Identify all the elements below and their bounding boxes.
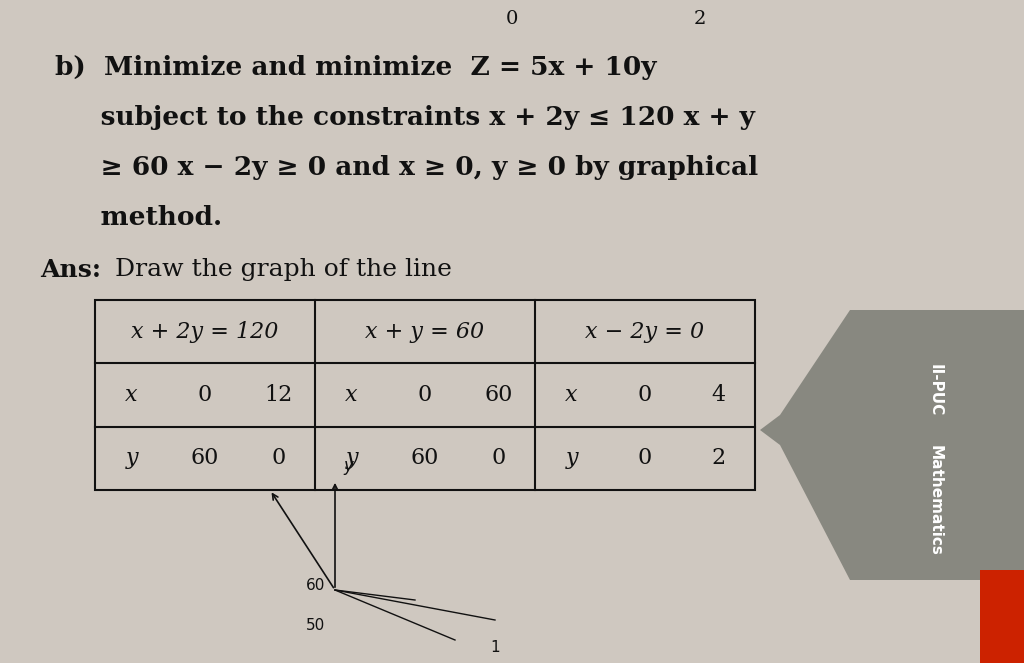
Text: 0: 0: [271, 448, 286, 469]
Text: y: y: [343, 457, 353, 475]
Text: 0: 0: [418, 384, 432, 406]
Text: 60: 60: [411, 448, 439, 469]
Text: 12: 12: [264, 384, 293, 406]
Bar: [980, 570, 1024, 663]
Text: y: y: [125, 448, 138, 469]
Text: 1: 1: [490, 640, 500, 655]
Text: Draw the graph of the line: Draw the graph of the line: [115, 258, 452, 281]
Bar: [95, 300, 755, 490]
Text: 60: 60: [190, 448, 219, 469]
Text: Mathematics: Mathematics: [928, 445, 942, 556]
Text: subject to the constraints x + 2y ≤ 120 x + y: subject to the constraints x + 2y ≤ 120 …: [55, 105, 755, 130]
Text: 0: 0: [638, 448, 652, 469]
Text: 60: 60: [305, 577, 325, 593]
Text: 60: 60: [484, 384, 513, 406]
Text: y: y: [565, 448, 578, 469]
Text: ≥ 60 x − 2y ≥ 0 and x ≥ 0, y ≥ 0 by graphical: ≥ 60 x − 2y ≥ 0 and x ≥ 0, y ≥ 0 by grap…: [55, 155, 758, 180]
Text: II-PUC: II-PUC: [928, 364, 942, 416]
Text: 0: 0: [506, 10, 518, 28]
Text: y: y: [345, 448, 358, 469]
Text: Ans:: Ans:: [40, 258, 110, 282]
Text: 2: 2: [712, 448, 725, 469]
Text: x − 2y = 0: x − 2y = 0: [586, 321, 705, 343]
Text: 0: 0: [198, 384, 212, 406]
Polygon shape: [760, 310, 1024, 580]
Text: x + 2y = 120: x + 2y = 120: [131, 321, 279, 343]
Text: x: x: [345, 384, 358, 406]
Text: b)  Minimize and minimize  Z = 5x + 10y: b) Minimize and minimize Z = 5x + 10y: [55, 55, 656, 80]
Text: x: x: [565, 384, 578, 406]
Text: 2: 2: [694, 10, 707, 28]
Text: method.: method.: [55, 205, 222, 230]
Text: 50: 50: [306, 617, 325, 633]
Text: 4: 4: [712, 384, 725, 406]
Text: 0: 0: [492, 448, 506, 469]
Text: x: x: [125, 384, 138, 406]
Text: 0: 0: [638, 384, 652, 406]
Text: x + y = 60: x + y = 60: [366, 321, 484, 343]
